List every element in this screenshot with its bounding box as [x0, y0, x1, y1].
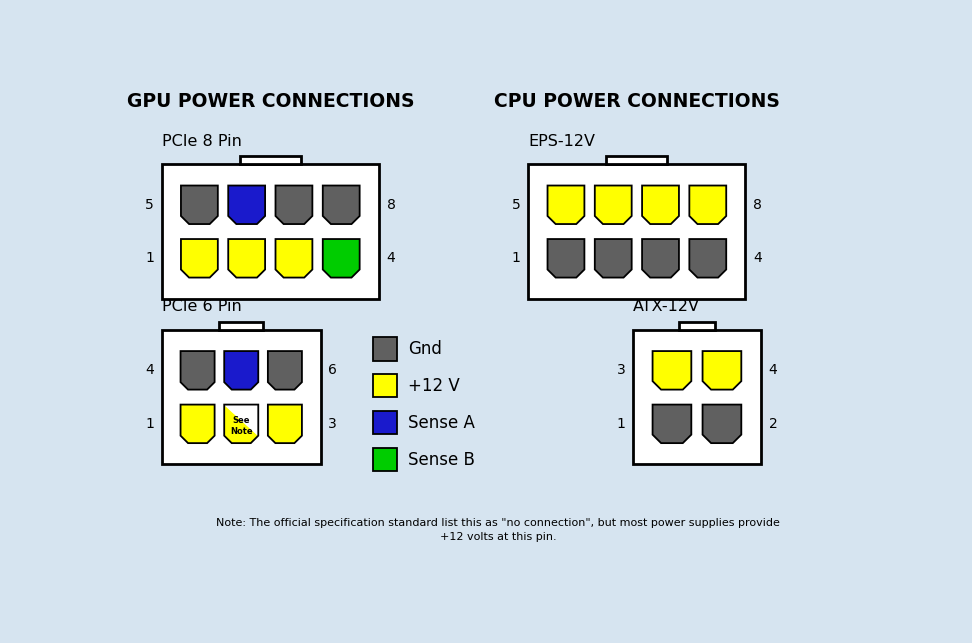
Text: 8: 8 — [753, 198, 762, 212]
Polygon shape — [703, 404, 742, 443]
Text: PCIe 6 Pin: PCIe 6 Pin — [161, 300, 242, 314]
Polygon shape — [547, 186, 584, 224]
Bar — [373, 412, 397, 435]
Bar — [373, 448, 397, 471]
Polygon shape — [642, 239, 679, 278]
Polygon shape — [652, 404, 691, 443]
Text: 3: 3 — [329, 417, 337, 431]
Polygon shape — [323, 186, 360, 224]
Text: 1: 1 — [616, 417, 625, 431]
Bar — [240, 156, 300, 164]
Text: 8: 8 — [387, 198, 396, 212]
Polygon shape — [275, 239, 312, 278]
Bar — [161, 330, 321, 464]
Text: +12 V: +12 V — [408, 377, 460, 395]
Polygon shape — [689, 239, 726, 278]
Text: See
Note: See Note — [230, 417, 253, 436]
Bar — [161, 164, 379, 299]
Text: ATX-12V: ATX-12V — [633, 300, 700, 314]
Text: Sense A: Sense A — [408, 414, 475, 432]
Text: Sense B: Sense B — [408, 451, 475, 469]
Text: 6: 6 — [329, 363, 337, 377]
Polygon shape — [689, 186, 726, 224]
Text: 4: 4 — [769, 363, 778, 377]
Text: CPU POWER CONNECTIONS: CPU POWER CONNECTIONS — [494, 91, 780, 111]
Polygon shape — [228, 239, 265, 278]
Text: GPU POWER CONNECTIONS: GPU POWER CONNECTIONS — [127, 91, 415, 111]
Bar — [373, 338, 397, 361]
Polygon shape — [225, 404, 259, 436]
Text: 5: 5 — [145, 198, 154, 212]
Text: 1: 1 — [145, 417, 154, 431]
Polygon shape — [181, 186, 218, 224]
Text: Gnd: Gnd — [408, 340, 442, 358]
Polygon shape — [225, 351, 259, 390]
Bar — [529, 164, 746, 299]
Text: 3: 3 — [616, 363, 625, 377]
Text: PCIe 8 Pin: PCIe 8 Pin — [161, 134, 242, 149]
Text: Note: The official specification standard list this as "no connection", but most: Note: The official specification standar… — [216, 518, 781, 542]
Polygon shape — [547, 239, 584, 278]
Text: 2: 2 — [769, 417, 778, 431]
Text: 4: 4 — [145, 363, 154, 377]
Polygon shape — [268, 404, 302, 443]
Text: 5: 5 — [512, 198, 521, 212]
Polygon shape — [642, 186, 679, 224]
Polygon shape — [595, 239, 632, 278]
Polygon shape — [652, 351, 691, 390]
Polygon shape — [595, 186, 632, 224]
Bar — [633, 330, 761, 464]
Polygon shape — [225, 404, 259, 443]
Text: 4: 4 — [387, 251, 396, 266]
Bar — [373, 374, 397, 397]
Polygon shape — [228, 186, 265, 224]
Bar — [219, 322, 263, 330]
Text: EPS-12V: EPS-12V — [529, 134, 596, 149]
Polygon shape — [323, 239, 360, 278]
Polygon shape — [268, 351, 302, 390]
Text: 1: 1 — [511, 251, 521, 266]
Polygon shape — [275, 186, 312, 224]
Polygon shape — [181, 404, 215, 443]
Polygon shape — [703, 351, 742, 390]
Polygon shape — [181, 351, 215, 390]
Text: 4: 4 — [753, 251, 762, 266]
Text: 1: 1 — [145, 251, 154, 266]
Polygon shape — [181, 239, 218, 278]
Bar — [679, 322, 714, 330]
Bar — [607, 156, 667, 164]
